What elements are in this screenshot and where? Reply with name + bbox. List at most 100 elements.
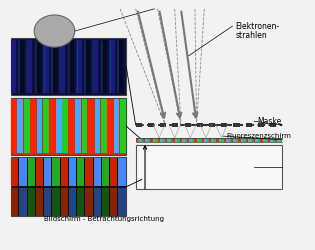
Bar	[265, 138, 268, 142]
Bar	[69, 40, 74, 93]
Bar	[268, 138, 270, 142]
Bar	[11, 188, 19, 216]
Bar	[177, 138, 180, 142]
Bar	[18, 99, 23, 154]
Bar	[82, 99, 87, 154]
Bar	[44, 188, 51, 216]
Bar	[158, 138, 160, 142]
Bar	[172, 123, 178, 127]
Bar	[263, 138, 265, 142]
Bar	[24, 99, 30, 154]
Bar	[253, 138, 255, 142]
Bar	[221, 123, 227, 127]
Bar	[221, 138, 224, 142]
Bar	[241, 138, 243, 142]
Bar	[189, 138, 192, 142]
Bar	[138, 138, 140, 142]
Bar	[120, 99, 126, 154]
Bar	[69, 158, 76, 186]
Bar	[160, 138, 163, 142]
Bar	[270, 123, 276, 127]
Bar	[11, 158, 19, 186]
Bar	[114, 99, 119, 154]
Bar	[280, 138, 282, 142]
Bar	[53, 40, 57, 93]
Bar	[272, 138, 275, 142]
Bar	[94, 99, 100, 154]
Bar	[202, 138, 204, 142]
Bar	[211, 138, 214, 142]
Bar	[236, 138, 238, 142]
Bar	[85, 188, 93, 216]
Bar	[11, 40, 16, 93]
Bar	[246, 123, 252, 127]
Bar	[226, 138, 229, 142]
Bar	[238, 138, 241, 142]
Bar	[94, 188, 101, 216]
Bar	[136, 138, 138, 142]
Bar	[94, 40, 98, 93]
Bar	[20, 40, 24, 93]
Bar	[219, 138, 221, 142]
Bar	[11, 157, 126, 216]
Bar	[56, 99, 62, 154]
Bar	[11, 38, 126, 95]
Bar	[155, 138, 158, 142]
Bar	[233, 123, 240, 127]
Bar	[61, 158, 68, 186]
Bar	[20, 188, 27, 216]
Bar	[140, 138, 143, 142]
Bar	[28, 40, 32, 93]
Bar	[102, 158, 109, 186]
Bar	[150, 138, 153, 142]
Bar	[86, 40, 90, 93]
Bar	[160, 123, 166, 127]
Bar	[36, 188, 43, 216]
Bar	[43, 99, 49, 154]
Bar	[69, 188, 76, 216]
Bar	[275, 138, 278, 142]
Bar	[69, 99, 74, 154]
Bar	[251, 138, 253, 142]
Bar	[207, 138, 209, 142]
Bar	[143, 138, 146, 142]
Text: Bildschirm - Betrachtungsrichtung: Bildschirm - Betrachtungsrichtung	[44, 216, 164, 222]
Bar	[197, 138, 199, 142]
Bar	[163, 138, 165, 142]
Bar	[102, 40, 107, 93]
Text: Maske: Maske	[257, 117, 282, 126]
Bar	[88, 99, 94, 154]
Bar	[44, 40, 49, 93]
Bar	[85, 158, 93, 186]
Bar	[165, 138, 168, 142]
Bar	[209, 123, 215, 127]
Text: Fluoreszenzschirm: Fluoreszenzschirm	[226, 133, 291, 139]
Bar	[172, 138, 175, 142]
Bar	[197, 123, 203, 127]
Bar	[258, 123, 264, 127]
Bar	[77, 40, 82, 93]
Bar	[119, 40, 123, 93]
Bar	[204, 138, 207, 142]
Bar	[37, 99, 43, 154]
Bar	[30, 99, 36, 154]
Bar	[136, 123, 142, 127]
Bar	[52, 188, 60, 216]
Bar	[107, 99, 113, 154]
Bar	[44, 158, 51, 186]
Bar	[255, 138, 258, 142]
Text: Elektronen-: Elektronen-	[236, 22, 280, 30]
Bar	[148, 138, 150, 142]
Text: Glas: Glas	[257, 162, 274, 172]
Bar	[231, 138, 233, 142]
Bar	[118, 158, 126, 186]
Circle shape	[34, 15, 75, 47]
Bar	[146, 138, 148, 142]
Bar	[261, 138, 263, 142]
Bar	[110, 188, 117, 216]
Bar	[102, 188, 109, 216]
Bar	[20, 158, 27, 186]
Bar	[246, 138, 248, 142]
Bar	[77, 188, 84, 216]
Bar	[248, 138, 251, 142]
